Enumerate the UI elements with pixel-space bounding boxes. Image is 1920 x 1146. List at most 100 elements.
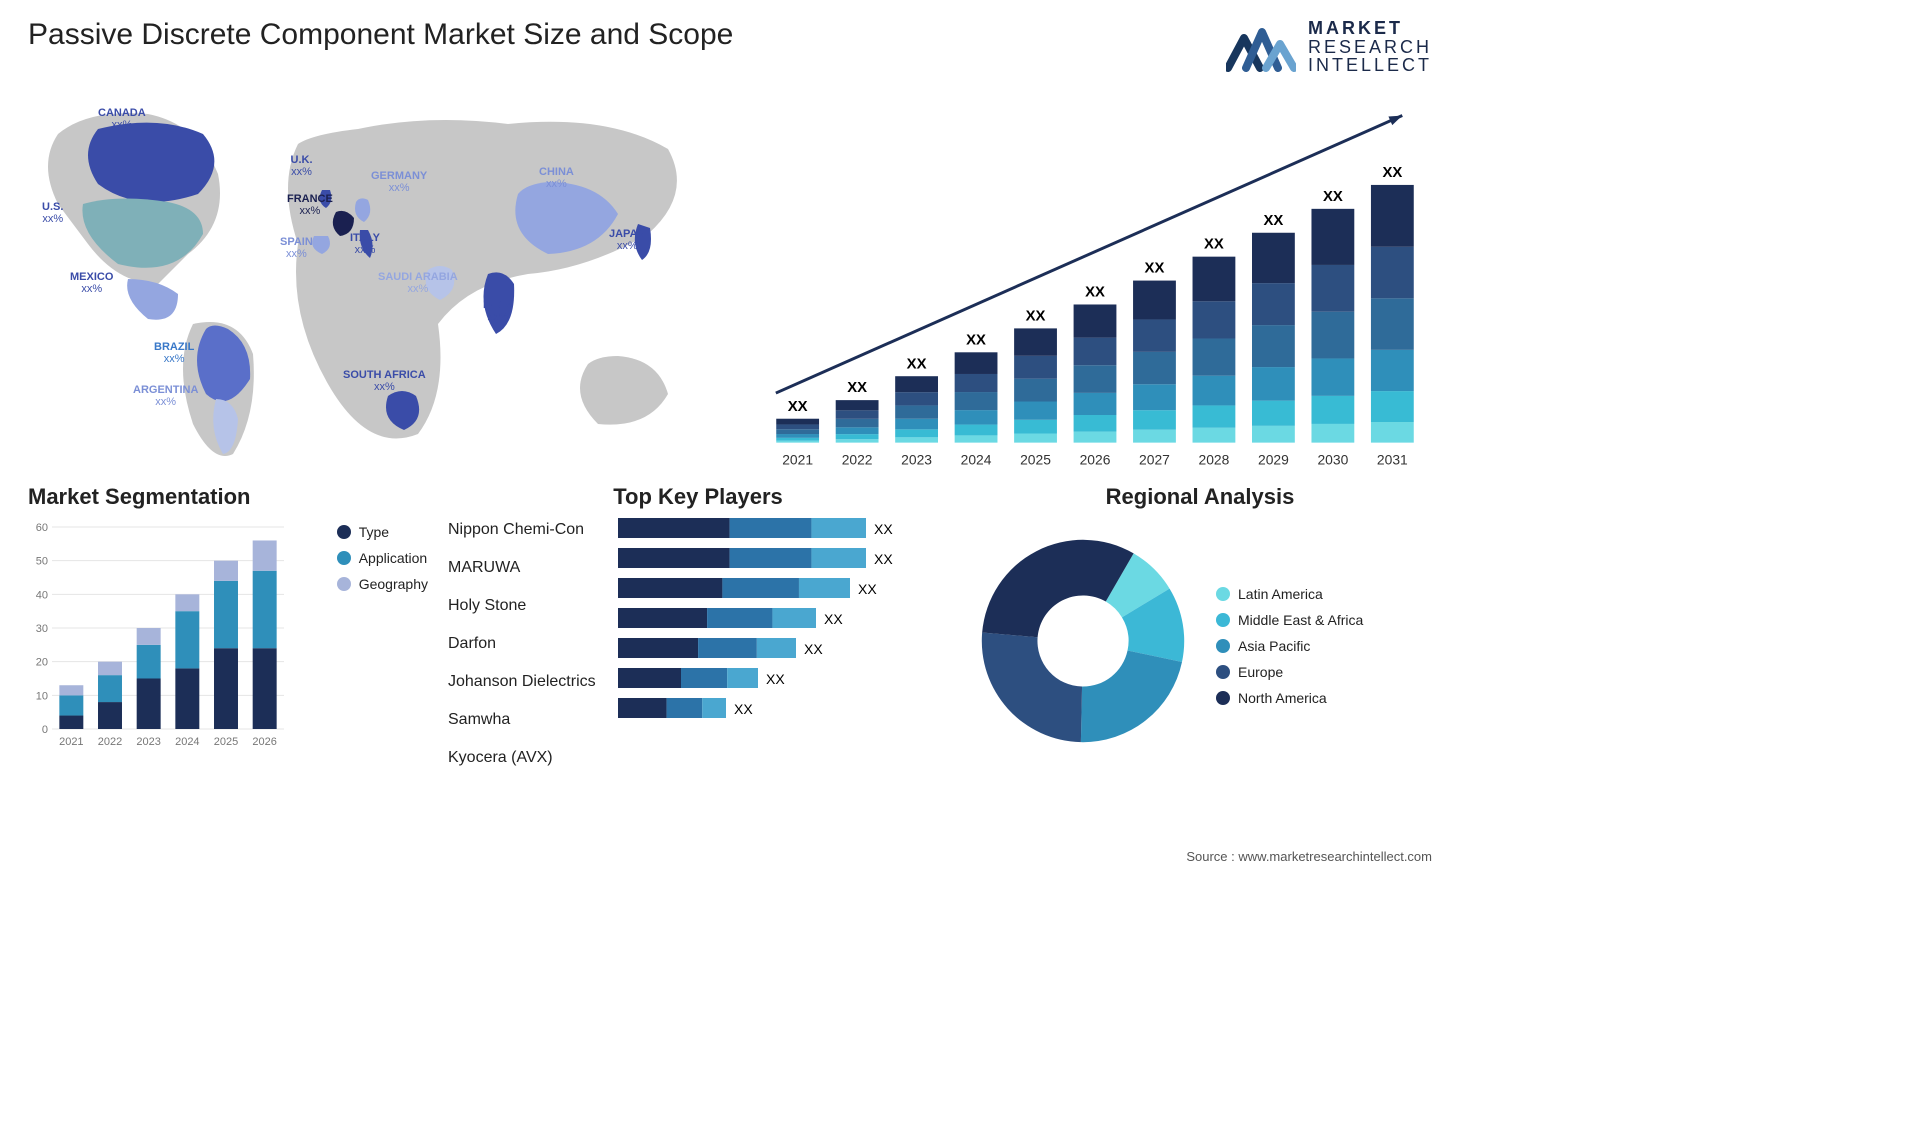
logo-mark-icon <box>1226 18 1296 76</box>
legend-dot-icon <box>1216 587 1230 601</box>
map-label: ITALYxx% <box>350 232 380 256</box>
legend-item: Geography <box>337 576 428 592</box>
map-label: U.K.xx% <box>291 154 313 178</box>
key-players-panel: Top Key Players Nippon Chemi-ConMARUWAHo… <box>448 484 948 778</box>
svg-text:2023: 2023 <box>136 736 160 748</box>
legend-dot-icon <box>337 551 351 565</box>
svg-text:XX: XX <box>1263 213 1283 229</box>
regional-title: Regional Analysis <box>968 484 1432 510</box>
legend-label: North America <box>1238 690 1327 706</box>
legend-item: Type <box>337 524 428 540</box>
player-name: Kyocera (AVX) <box>448 748 618 778</box>
svg-text:XX: XX <box>1323 189 1343 205</box>
legend-item: Application <box>337 550 428 566</box>
svg-text:XX: XX <box>1145 261 1165 277</box>
svg-text:10: 10 <box>36 690 48 702</box>
regional-legend: Latin America Middle East & Africa Asia Pa… <box>1216 566 1363 716</box>
legend-dot-icon <box>337 577 351 591</box>
key-players-names: Nippon Chemi-ConMARUWAHoly StoneDarfonJo… <box>448 516 618 778</box>
svg-text:XX: XX <box>847 380 867 396</box>
svg-text:XX: XX <box>874 521 893 537</box>
legend-item: Europe <box>1216 664 1363 680</box>
legend-label: Type <box>359 524 389 540</box>
legend-dot-icon <box>1216 613 1230 627</box>
map-label: INDIAxx% <box>483 299 513 323</box>
svg-text:2024: 2024 <box>961 451 992 467</box>
legend-item: North America <box>1216 690 1363 706</box>
svg-text:XX: XX <box>734 701 753 717</box>
svg-text:XX: XX <box>1204 237 1224 253</box>
segmentation-title: Market Segmentation <box>28 484 327 510</box>
legend-label: Latin America <box>1238 586 1323 602</box>
legend-dot-icon <box>337 525 351 539</box>
svg-text:20: 20 <box>36 657 48 669</box>
page-title: Passive Discrete Component Market Size a… <box>28 18 733 52</box>
svg-text:2026: 2026 <box>252 736 276 748</box>
legend-label: Europe <box>1238 664 1283 680</box>
world-map: CANADAxx%U.S.xx%MEXICOxx%BRAZILxx%ARGENT… <box>28 84 728 474</box>
player-name: Johanson Dielectrics <box>448 672 618 702</box>
svg-text:2031: 2031 <box>1377 451 1408 467</box>
svg-text:2030: 2030 <box>1317 451 1348 467</box>
regional-donut-chart <box>968 526 1198 756</box>
svg-text:2025: 2025 <box>1020 451 1051 467</box>
svg-text:2024: 2024 <box>175 736 199 748</box>
svg-text:XX: XX <box>874 551 893 567</box>
svg-text:2026: 2026 <box>1080 451 1111 467</box>
svg-text:XX: XX <box>804 641 823 657</box>
svg-text:XX: XX <box>1382 165 1402 181</box>
regional-panel: Regional Analysis Latin America Middle Ea… <box>968 484 1432 778</box>
svg-text:2021: 2021 <box>59 736 83 748</box>
market-size-chart: XX 2021 XX 2022 XX 2023 XX 2024 XX 2025 XX 2026 XX 20… <box>758 84 1432 474</box>
legend-item: Asia Pacific <box>1216 638 1363 654</box>
svg-text:2028: 2028 <box>1199 451 1230 467</box>
legend-dot-icon <box>1216 691 1230 705</box>
legend-label: Application <box>359 550 428 566</box>
svg-text:50: 50 <box>36 556 48 568</box>
segmentation-panel: Market Segmentation 0 10 20 30 40 50 60 2021 202… <box>28 484 428 778</box>
svg-text:0: 0 <box>42 724 48 736</box>
brand-logo: MARKET RESEARCH INTELLECT <box>1226 18 1432 76</box>
legend-label: Middle East & Africa <box>1238 612 1363 628</box>
legend-label: Asia Pacific <box>1238 638 1310 654</box>
segmentation-legend: Type Application Geography <box>337 484 428 778</box>
map-label: MEXICOxx% <box>70 271 113 295</box>
svg-text:2023: 2023 <box>901 451 932 467</box>
map-label: ARGENTINAxx% <box>133 384 198 408</box>
svg-text:XX: XX <box>824 611 843 627</box>
svg-text:2029: 2029 <box>1258 451 1289 467</box>
svg-text:2022: 2022 <box>98 736 122 748</box>
svg-text:2027: 2027 <box>1139 451 1170 467</box>
svg-text:2022: 2022 <box>842 451 873 467</box>
svg-text:XX: XX <box>788 399 808 415</box>
svg-text:XX: XX <box>766 671 785 687</box>
legend-item: Middle East & Africa <box>1216 612 1363 628</box>
svg-text:30: 30 <box>36 623 48 635</box>
legend-dot-icon <box>1216 665 1230 679</box>
source-text: Source : www.marketresearchintellect.com <box>1186 849 1432 864</box>
svg-text:XX: XX <box>858 581 877 597</box>
svg-text:XX: XX <box>966 332 986 348</box>
map-label: SPAINxx% <box>280 236 313 260</box>
svg-text:40: 40 <box>36 589 48 601</box>
map-label: GERMANYxx% <box>371 170 427 194</box>
map-label: SOUTH AFRICAxx% <box>343 369 426 393</box>
map-label: FRANCExx% <box>287 193 333 217</box>
svg-text:2025: 2025 <box>214 736 238 748</box>
legend-dot-icon <box>1216 639 1230 653</box>
svg-text:XX: XX <box>1026 308 1046 324</box>
map-label: JAPANxx% <box>609 228 645 252</box>
player-name: Samwha <box>448 710 618 740</box>
map-label: CHINAxx% <box>539 166 574 190</box>
svg-text:60: 60 <box>36 522 48 534</box>
player-name: MARUWA <box>448 558 618 588</box>
legend-label: Geography <box>359 576 428 592</box>
map-label: SAUDI ARABIAxx% <box>378 271 458 295</box>
svg-text:XX: XX <box>1085 285 1105 301</box>
svg-text:2021: 2021 <box>782 451 813 467</box>
key-players-title: Top Key Players <box>448 484 948 510</box>
player-name: Holy Stone <box>448 596 618 626</box>
player-name: Darfon <box>448 634 618 664</box>
map-label: CANADAxx% <box>98 107 146 131</box>
logo-text-1: MARKET <box>1308 19 1432 38</box>
